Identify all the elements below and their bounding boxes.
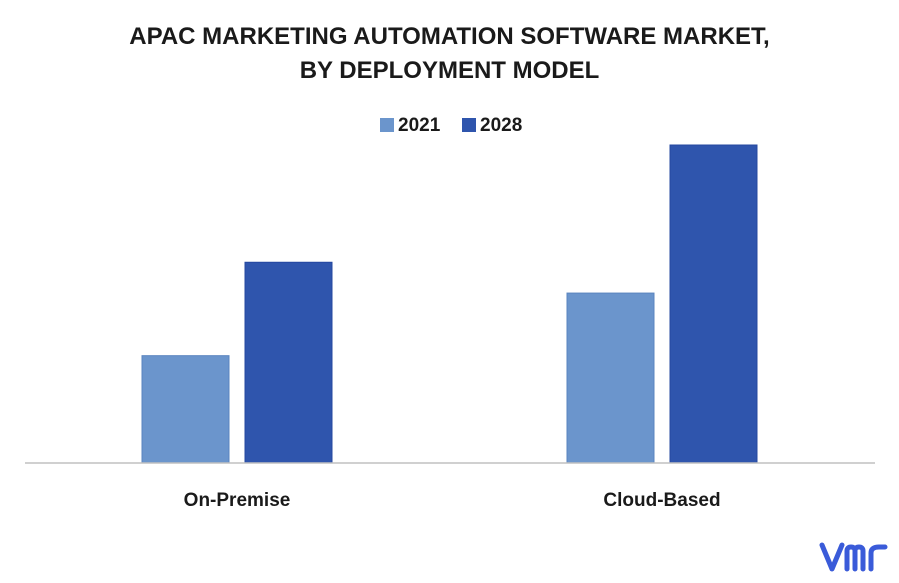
- chart-title-line1: APAC MARKETING AUTOMATION SOFTWARE MARKE…: [129, 23, 770, 50]
- bar-cloud-based-2028: [669, 144, 758, 464]
- bar-on-premise-2028: [244, 261, 333, 464]
- legend-label-2028: 2028: [480, 115, 522, 136]
- legend-swatch-2021: [380, 118, 394, 132]
- bar-on-premise-2021: [141, 355, 230, 464]
- chart-title-line2: BY DEPLOYMENT MODEL: [299, 57, 600, 84]
- x-tick-label-cloud-based: Cloud-Based: [603, 490, 720, 511]
- legend-swatch-2028: [462, 118, 476, 132]
- vmr-logo: [819, 542, 888, 572]
- bar-cloud-based-2021: [566, 292, 655, 464]
- chart-title: APAC MARKETING AUTOMATION SOFTWARE MARKE…: [0, 20, 899, 88]
- x-tick-label-on-premise: On-Premise: [184, 490, 291, 511]
- legend-label-2021: 2021: [398, 115, 441, 136]
